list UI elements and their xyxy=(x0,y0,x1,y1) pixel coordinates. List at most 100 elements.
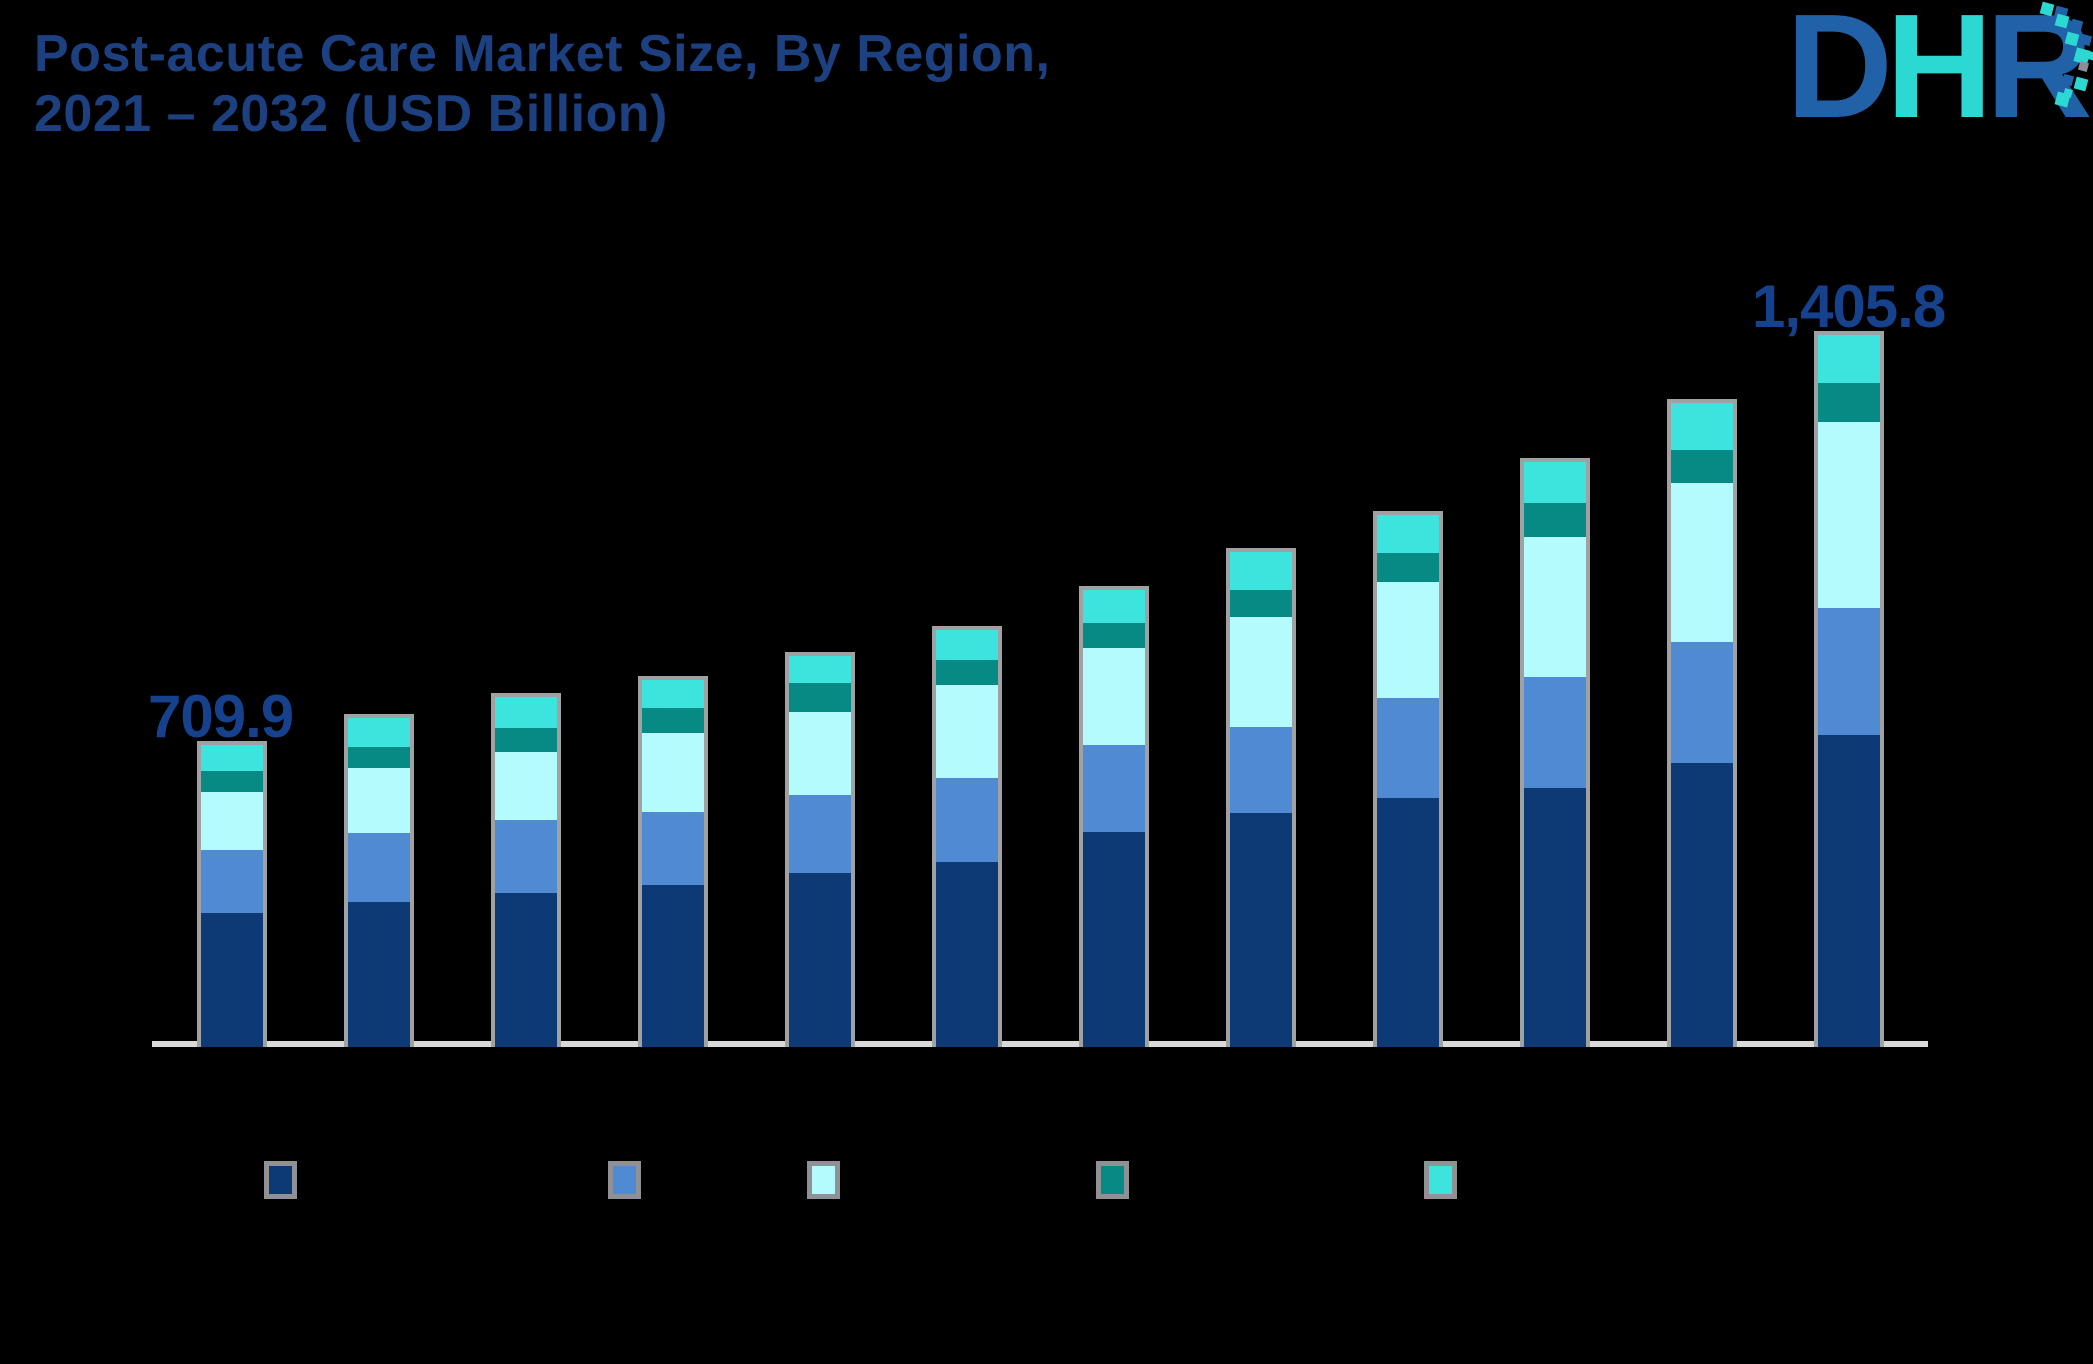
bar-2032 xyxy=(1814,331,1884,1047)
bar-2021-segment-3 xyxy=(201,792,263,850)
bar-2026-segment-1 xyxy=(936,862,998,1047)
dhr-logo: DHR xyxy=(1786,0,2093,149)
bar-2032-segment-4 xyxy=(1818,383,1880,422)
bar-2026 xyxy=(932,626,1002,1047)
legend-swatch-segment-4 xyxy=(1096,1161,1129,1199)
bar-2025-segment-1 xyxy=(789,873,851,1047)
legend-swatch-segment-2 xyxy=(608,1161,641,1199)
logo-dot xyxy=(2039,1,2055,17)
logo-dot xyxy=(2073,47,2091,65)
bar-2029 xyxy=(1373,511,1443,1047)
bar-2028-segment-5 xyxy=(1230,552,1292,590)
bar-2027-segment-5 xyxy=(1083,590,1145,623)
bar-2028-segment-1 xyxy=(1230,813,1292,1047)
legend-swatch-segment-1 xyxy=(264,1161,297,1199)
bar-2021-segment-2 xyxy=(201,850,263,913)
bar-2023-segment-5 xyxy=(495,697,557,728)
bar-2029-segment-5 xyxy=(1377,515,1439,553)
bar-2028-segment-2 xyxy=(1230,727,1292,813)
bar-2032-segment-2 xyxy=(1818,608,1880,735)
logo-dot xyxy=(2087,51,2093,61)
bar-2027-segment-4 xyxy=(1083,623,1145,648)
logo-dot-burst xyxy=(2034,1,2093,108)
logo-letter-h: H xyxy=(1885,0,1993,149)
x-axis-baseline xyxy=(152,1041,1928,1047)
bar-2027-segment-3 xyxy=(1083,648,1145,745)
bar-2024-segment-5 xyxy=(642,680,704,708)
bar-2024 xyxy=(638,676,708,1047)
bar-2027 xyxy=(1079,586,1149,1047)
bar-2026-segment-5 xyxy=(936,630,998,660)
bar-2031 xyxy=(1667,399,1737,1047)
data-label-first-bar: 709.9 xyxy=(148,683,294,750)
bar-2031-segment-3 xyxy=(1671,483,1733,642)
bar-2023 xyxy=(491,693,561,1047)
bar-2031-segment-2 xyxy=(1671,642,1733,763)
bar-2024-segment-2 xyxy=(642,812,704,885)
data-label-last-bar: 1,405.8 xyxy=(1752,273,1946,340)
bar-2027-segment-2 xyxy=(1083,745,1145,832)
bar-2029-segment-2 xyxy=(1377,698,1439,798)
bar-2026-segment-4 xyxy=(936,660,998,685)
bar-2022-segment-1 xyxy=(348,902,410,1047)
bar-2021-segment-1 xyxy=(201,913,263,1047)
bar-2023-segment-1 xyxy=(495,893,557,1047)
chart-title-line2: 2021 – 2032 (USD Billion) xyxy=(34,85,668,143)
bar-2024-segment-3 xyxy=(642,733,704,812)
logo-dot xyxy=(2064,31,2080,47)
bar-2030-segment-3 xyxy=(1524,537,1586,677)
bar-2021-segment-5 xyxy=(201,745,263,771)
bar-2025-segment-5 xyxy=(789,656,851,683)
bar-2027-segment-1 xyxy=(1083,832,1145,1047)
bar-2032-segment-3 xyxy=(1818,422,1880,608)
bar-2025-segment-4 xyxy=(789,683,851,712)
bar-2028-segment-3 xyxy=(1230,617,1292,727)
bar-2022-segment-2 xyxy=(348,833,410,902)
logo-dot xyxy=(2049,25,2058,34)
bar-2022-segment-3 xyxy=(348,768,410,833)
logo-dot xyxy=(2054,91,2071,108)
bar-2032-segment-5 xyxy=(1818,335,1880,383)
chart-title-line1: Post-acute Care Market Size, By Region, xyxy=(34,25,1051,83)
bar-2030-segment-4 xyxy=(1524,503,1586,537)
bar-2024-segment-4 xyxy=(642,708,704,733)
bar-2029-segment-3 xyxy=(1377,582,1439,698)
logo-dot xyxy=(2077,60,2090,73)
bar-2021-segment-4 xyxy=(201,771,263,792)
bar-2021 xyxy=(197,741,267,1047)
bar-2023-segment-3 xyxy=(495,752,557,820)
bar-2022-segment-4 xyxy=(348,747,410,768)
logo-dot xyxy=(2061,73,2075,87)
bar-2030-segment-2 xyxy=(1524,677,1586,788)
logo-dot xyxy=(2062,46,2071,55)
bar-2024-segment-1 xyxy=(642,885,704,1047)
bar-2025 xyxy=(785,652,855,1047)
logo-dot xyxy=(2034,15,2044,25)
logo-dot xyxy=(2079,33,2093,47)
logo-dot xyxy=(2054,13,2070,29)
legend-swatch-segment-3 xyxy=(807,1161,840,1199)
bar-2031-segment-4 xyxy=(1671,450,1733,483)
bar-2029-segment-1 xyxy=(1377,798,1439,1047)
bar-2023-segment-2 xyxy=(495,820,557,893)
bar-2031-segment-1 xyxy=(1671,763,1733,1047)
bar-2026-segment-3 xyxy=(936,685,998,778)
legend-swatch-segment-5 xyxy=(1424,1161,1457,1199)
bar-2028 xyxy=(1226,548,1296,1047)
bar-2026-segment-2 xyxy=(936,778,998,862)
bar-2025-segment-3 xyxy=(789,712,851,795)
chart-title: Post-acute Care Market Size, By Region, 2… xyxy=(34,24,1050,144)
bar-2025-segment-2 xyxy=(789,795,851,873)
bar-2031-segment-5 xyxy=(1671,403,1733,450)
logo-dot xyxy=(2064,62,2073,71)
bar-2029-segment-4 xyxy=(1377,553,1439,582)
bar-2028-segment-4 xyxy=(1230,590,1292,617)
bar-2032-segment-1 xyxy=(1818,735,1880,1047)
logo-letter-d: D xyxy=(1786,0,1893,149)
logo-dot xyxy=(2069,18,2084,33)
bar-2022 xyxy=(344,714,414,1047)
bar-2030-segment-1 xyxy=(1524,788,1586,1047)
bar-2030 xyxy=(1520,458,1590,1047)
logo-dot xyxy=(2073,76,2089,92)
